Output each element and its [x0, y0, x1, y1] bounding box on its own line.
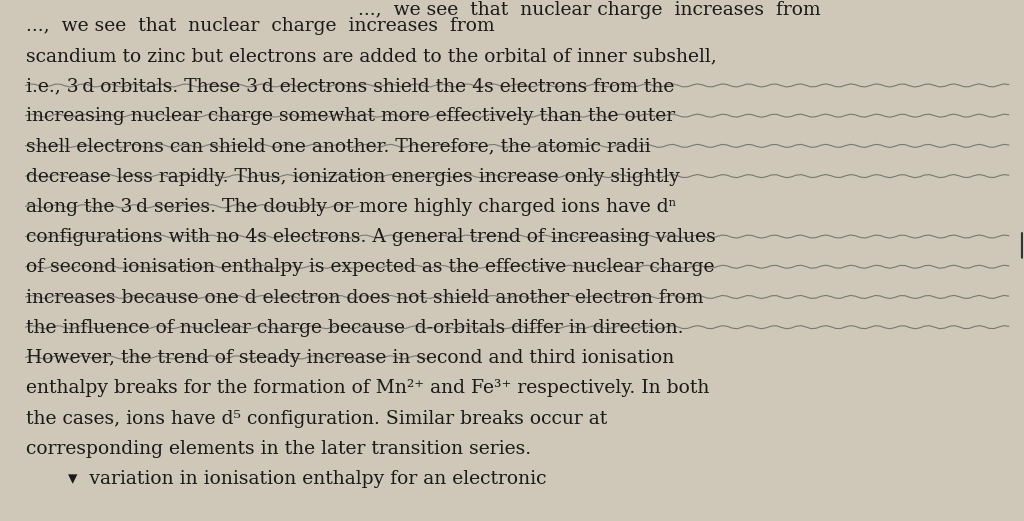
Text: corresponding elements in the later transition series.: corresponding elements in the later tran… [26, 440, 530, 458]
Text: the influence of nuclear charge because  d-orbitals differ in direction.: the influence of nuclear charge because … [26, 319, 683, 337]
Text: However, the trend of steady increase in second and third ionisation: However, the trend of steady increase in… [26, 349, 674, 367]
Text: increasing nuclear charge somewhat more effectively than the outer: increasing nuclear charge somewhat more … [26, 107, 675, 126]
Text: scandium to zinc but electrons are added to the orbital of inner subshell,: scandium to zinc but electrons are added… [26, 47, 717, 65]
Text: increases because one d electron does not shield another electron from: increases because one d electron does no… [26, 289, 703, 307]
Text: ...,  we see  that  nuclear  charge  increases  from: ..., we see that nuclear charge increase… [26, 17, 495, 35]
Text: shell electrons can shield one another. Therefore, the atomic radii: shell electrons can shield one another. … [26, 138, 650, 156]
Text: ...,  we see  that  nuclear charge  increases  from: ..., we see that nuclear charge increase… [358, 1, 821, 19]
Text: decrease less rapidly. Thus, ionization energies increase only slightly: decrease less rapidly. Thus, ionization … [26, 168, 679, 186]
Text: of second ionisation enthalpy is expected as the effective nuclear charge: of second ionisation enthalpy is expecte… [26, 258, 714, 277]
Text: i.e., 3 ​d orbitals. These 3 ​d electrons shield the 4s electrons from the: i.e., 3 ​d orbitals. These 3 ​d electron… [26, 77, 674, 95]
Text: enthalpy breaks for the formation of Mn²⁺ and Fe³⁺ respectively. In both: enthalpy breaks for the formation of Mn²… [26, 379, 709, 398]
Text: along the 3 ​d series. The doubly or more highly charged ions have dⁿ: along the 3 ​d series. The doubly or mor… [26, 198, 676, 216]
Text: configurations with no 4s electrons. A general trend of increasing values: configurations with no 4s electrons. A g… [26, 228, 716, 246]
Text: ▾  variation in ionisation enthalpy for an electronic: ▾ variation in ionisation enthalpy for a… [26, 470, 546, 488]
Text: the cases, ions have d⁵ configuration. Similar breaks occur at: the cases, ions have d⁵ configuration. S… [26, 410, 607, 428]
